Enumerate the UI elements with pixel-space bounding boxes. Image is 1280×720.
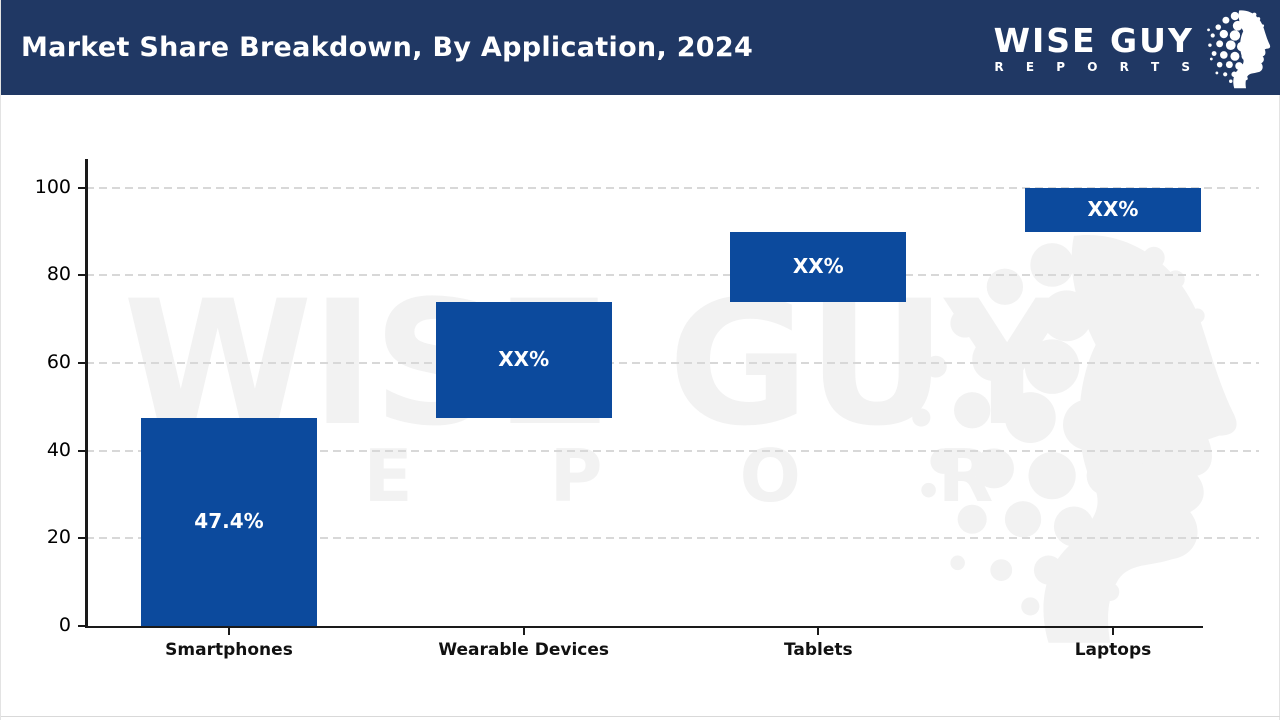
bar-wearable-devices: XX% [435, 301, 612, 419]
y-tick-label: 0 [58, 614, 71, 636]
x-category-label: Smartphones [165, 640, 293, 660]
bar-laptops: XX% [1025, 187, 1201, 232]
y-tick-mark [78, 537, 86, 540]
bar-tablets: XX% [730, 231, 907, 302]
wiseguy-face-watermark-icon [885, 222, 1241, 653]
x-category-label: Laptops [1074, 640, 1152, 660]
y-tick-label: 40 [46, 438, 71, 461]
bar-value-label: XX% [792, 253, 844, 278]
gridline-40 [86, 449, 1259, 452]
y-axis-line [85, 159, 88, 628]
wiseguy-logo: WISE GUY R E P O R T S [988, 5, 1271, 93]
y-tick-mark [78, 362, 86, 365]
y-tick-mark [78, 449, 86, 452]
wiseguy-face-icon [1203, 8, 1271, 90]
bar-value-label: XX% [1087, 196, 1139, 221]
y-tick-mark [78, 625, 86, 627]
y-tick-mark [78, 186, 86, 189]
x-tick-mark [817, 628, 820, 635]
wiseguy-logo-line2: R E P O R T S [994, 60, 1199, 75]
x-category-label: Tablets [783, 640, 853, 660]
wiseguy-logo-line1: WISE GUY [993, 20, 1194, 60]
x-axis-line [85, 625, 1203, 628]
y-tick-label: 100 [34, 175, 71, 198]
header-bar: Market Share Breakdown, By Application, … [1, 0, 1280, 95]
y-tick-mark [78, 274, 86, 277]
y-tick-label: 60 [46, 351, 71, 374]
bar-value-label: 47.4% [194, 509, 264, 534]
x-tick-mark [522, 628, 525, 635]
chart-title: Market Share Breakdown, By Application, … [21, 32, 754, 63]
gridline-60 [86, 362, 1259, 365]
y-tick-label: 80 [46, 263, 71, 286]
bottom-border-line [1, 716, 1280, 717]
bar-smartphones: 47.4% [141, 418, 317, 626]
y-tick-label: 20 [46, 526, 71, 549]
bar-value-label: XX% [498, 346, 550, 371]
gridline-80 [86, 274, 1259, 277]
gridline-100 [86, 186, 1259, 189]
x-category-label: Wearable Devices [438, 640, 610, 660]
x-tick-mark [1112, 628, 1114, 635]
wiseguy-logo-text: WISE GUY R E P O R T S [988, 20, 1199, 75]
x-tick-mark [228, 628, 230, 635]
gridline-20 [86, 537, 1259, 540]
